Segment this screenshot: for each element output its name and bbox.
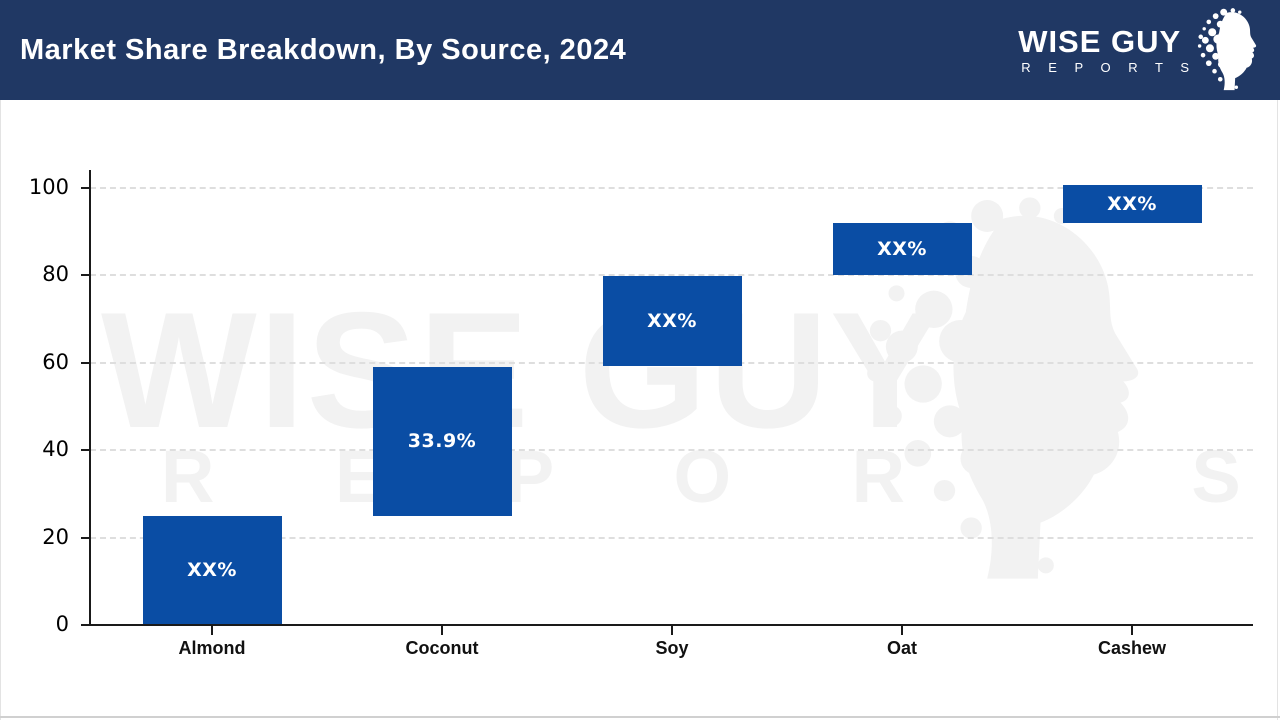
brand-logo-text: WISE GUY R E P O R T S xyxy=(1018,26,1196,74)
bar-value-label: 33.9% xyxy=(407,430,477,453)
x-category-label: Coconut xyxy=(405,638,479,658)
bar-coconut: 33.9% xyxy=(372,367,512,516)
x-axis-spine xyxy=(89,624,1253,626)
y-tick-label: 0 xyxy=(55,612,69,636)
y-tick xyxy=(81,449,90,451)
y-tick-label: 100 xyxy=(28,174,69,199)
dotted-head-profile-icon xyxy=(1197,8,1257,91)
y-tick xyxy=(81,536,90,539)
bar-soy: XX% xyxy=(602,276,742,366)
bar-cashew: XX% xyxy=(1062,185,1202,223)
gridline xyxy=(90,186,1253,189)
x-category-label: Cashew xyxy=(1097,638,1167,658)
bar-value-label: XX% xyxy=(187,559,237,582)
x-tick xyxy=(671,626,673,635)
y-tick-label: 60 xyxy=(42,349,69,374)
x-tick xyxy=(211,626,213,635)
bar-value-label: XX% xyxy=(1107,192,1157,215)
x-category-label: Oat xyxy=(886,638,917,658)
bar-value-label: XX% xyxy=(877,237,927,260)
y-tick-label: 80 xyxy=(42,262,69,286)
bar-almond: XX% xyxy=(142,515,282,625)
y-tick xyxy=(81,186,90,189)
y-tick-label: 20 xyxy=(42,524,69,549)
x-category-label: Almond xyxy=(178,638,246,658)
y-axis-spine xyxy=(89,170,91,626)
bar-value-label: XX% xyxy=(647,309,697,332)
y-tick-label: 40 xyxy=(42,437,69,461)
gridline xyxy=(90,274,1253,276)
brand-name: WISE GUY xyxy=(1018,24,1182,59)
header: Market Share Breakdown, By Source, 2024 … xyxy=(0,0,1280,100)
brand-subname: R E P O R T S xyxy=(1021,60,1196,75)
brand-logo: WISE GUY R E P O R T S xyxy=(1018,6,1270,94)
footer-divider xyxy=(0,716,1280,718)
y-tick xyxy=(81,624,90,626)
gridline xyxy=(90,449,1253,451)
x-tick xyxy=(441,626,443,635)
page-title: Market Share Breakdown, By Source, 2024 xyxy=(20,33,627,66)
x-tick xyxy=(901,626,903,635)
gridline xyxy=(90,536,1253,539)
y-tick xyxy=(81,274,90,276)
x-tick xyxy=(1131,626,1133,635)
y-tick xyxy=(81,361,90,364)
bar-oat: XX% xyxy=(832,222,972,275)
chart-area: WISE GUY R E P O R T S 0 20 40 60 80 100 XX% Al… xyxy=(0,100,1278,720)
watermark-text: WISE GUY xyxy=(101,278,943,462)
x-category-label: Soy xyxy=(655,638,689,658)
